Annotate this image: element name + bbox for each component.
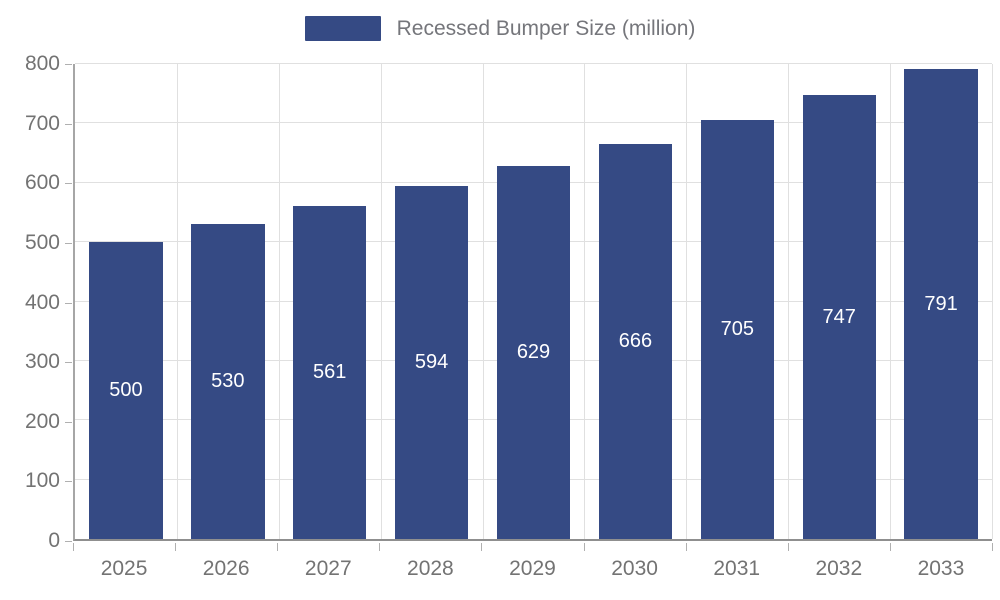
x-tick-label: 2033 — [917, 557, 965, 580]
y-tick-label: 600 — [24, 171, 60, 195]
bar-value-label: 666 — [618, 329, 653, 352]
legend-item[interactable]: Recessed Bumper Size (million) — [0, 16, 1000, 41]
x-tick-mark — [992, 543, 993, 551]
x-tick-label: 2027 — [304, 557, 352, 580]
x-tick-label: 2025 — [100, 557, 148, 580]
y-tick-mark — [65, 302, 72, 304]
bar-value-label: 629 — [516, 340, 551, 363]
x-tick-label: 2031 — [713, 557, 761, 580]
bar-value-label: 500 — [109, 379, 143, 402]
bar-slot: 530 — [177, 64, 279, 539]
y-tick-label: 800 — [24, 52, 60, 75]
x-tick-label: 2030 — [611, 557, 658, 580]
bar-slot: 791 — [890, 64, 992, 539]
y-tick-label: 400 — [24, 290, 60, 314]
y-tick-label: 700 — [24, 111, 60, 135]
x-tick-mark — [481, 543, 483, 551]
y-tick-label: 300 — [24, 350, 60, 374]
gridline-vertical — [380, 64, 382, 539]
bar: 629 — [496, 165, 571, 539]
x-tick-mark — [889, 543, 891, 551]
y-tick-mark — [65, 481, 72, 483]
gridline-vertical — [788, 64, 790, 539]
bar: 791 — [904, 69, 978, 539]
bar-slot: 594 — [381, 64, 483, 539]
bar: 747 — [802, 95, 876, 539]
bar-slot: 747 — [788, 64, 890, 539]
x-tick-mark — [73, 543, 74, 551]
y-tick-mark — [65, 362, 72, 364]
gridline-vertical — [686, 64, 688, 539]
x-tick-mark — [277, 543, 279, 551]
bar-slot: 561 — [279, 64, 381, 539]
bar-slot: 705 — [686, 64, 788, 539]
gridline-vertical — [278, 64, 280, 539]
bar-slot: 666 — [584, 64, 686, 539]
x-tick-mark — [583, 543, 585, 551]
gridline-vertical — [482, 64, 484, 539]
y-tick-mark — [65, 541, 72, 542]
y-tick-mark — [65, 421, 72, 423]
legend-swatch — [304, 16, 381, 41]
x-tick-label: 2028 — [407, 557, 454, 580]
y-tick-mark — [65, 183, 72, 185]
y-tick-label: 200 — [24, 409, 60, 433]
bar-slot: 500 — [75, 64, 177, 539]
x-tick-mark — [685, 543, 687, 551]
bar-value-label: 747 — [822, 305, 856, 328]
legend-label: Recessed Bumper Size (million) — [396, 16, 696, 40]
y-tick-mark — [65, 123, 72, 125]
y-tick-mark — [65, 242, 72, 244]
bar-value-label: 791 — [924, 292, 958, 315]
gridline-vertical — [584, 64, 586, 539]
bar: 705 — [700, 120, 774, 539]
bar: 666 — [598, 143, 673, 539]
y-tick-mark — [65, 64, 72, 65]
bars-container: 500 530 561 594 629 666 705 747 791 — [75, 64, 992, 539]
y-axis-labels: 0 100 200 300 400 500 600 700 800 — [0, 53, 60, 552]
gridline-horizontal — [75, 63, 992, 64]
x-tick-mark — [787, 543, 789, 551]
bar: 594 — [394, 186, 469, 539]
x-tick-label: 2026 — [202, 557, 250, 580]
bar-value-label: 594 — [414, 351, 449, 374]
bar-value-label: 530 — [211, 370, 245, 393]
y-tick-label: 0 — [48, 529, 60, 552]
gridline-horizontal — [75, 122, 992, 124]
gridline-vertical — [992, 64, 993, 539]
y-tick-label: 500 — [24, 230, 60, 254]
y-tick-label: 100 — [24, 469, 60, 493]
x-tick-label: 2032 — [815, 557, 863, 580]
gridline-vertical — [176, 64, 178, 539]
x-axis-labels: 2025 2026 2027 2028 2029 2030 2031 2032 2033 — [73, 557, 992, 581]
bar-slot: 629 — [483, 64, 585, 539]
gridline-vertical — [890, 64, 892, 539]
bar: 561 — [293, 205, 367, 539]
bar-value-label: 705 — [720, 318, 754, 341]
x-tick-mark — [175, 543, 177, 551]
x-tick-mark — [379, 543, 381, 551]
bar: 530 — [191, 224, 265, 539]
bar: 500 — [89, 242, 163, 539]
x-tick-label: 2029 — [509, 557, 556, 580]
bar-value-label: 561 — [313, 360, 347, 383]
plot-area: 500 530 561 594 629 666 705 747 791 — [73, 63, 993, 541]
